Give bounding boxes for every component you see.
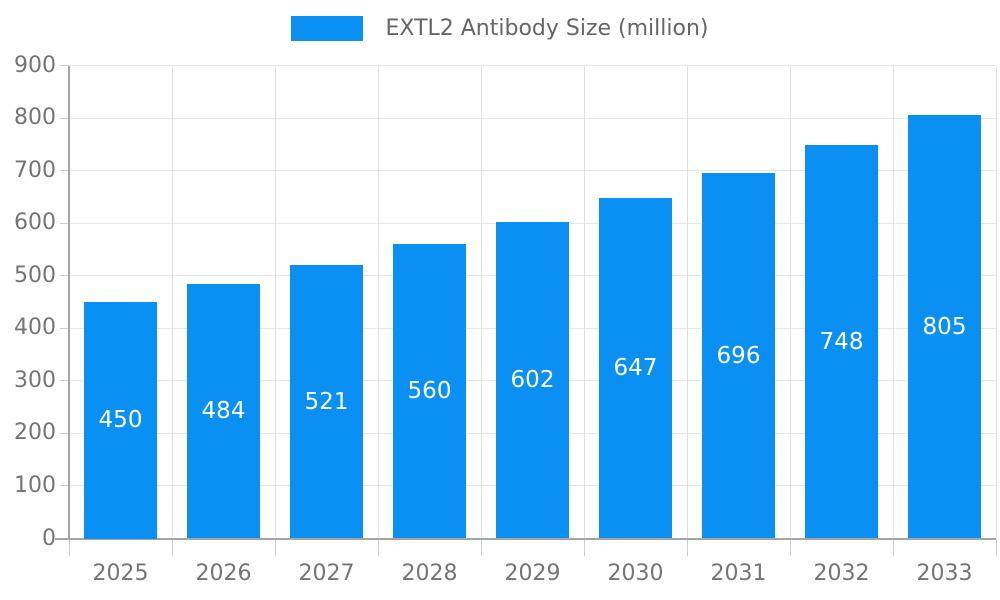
bar-value-label: 484 (201, 398, 246, 425)
y-axis-tick (60, 485, 69, 487)
x-axis-tick (68, 538, 70, 556)
x-gridline (377, 65, 379, 539)
bar-value-label: 696 (716, 342, 761, 369)
y-gridline (69, 170, 996, 172)
x-axis-label: 2026 (195, 561, 252, 586)
x-axis-label: 2027 (298, 561, 355, 586)
x-gridline (274, 65, 276, 539)
x-axis-label: 2028 (401, 561, 458, 586)
x-axis-tick (274, 538, 276, 556)
x-axis-label: 2031 (710, 561, 767, 586)
y-axis-tick (60, 170, 69, 172)
bar-2028 (393, 244, 466, 539)
bar-2025 (84, 302, 157, 539)
y-axis-label: 900 (14, 52, 56, 78)
y-gridline (69, 65, 996, 66)
x-gridline (789, 65, 791, 539)
y-axis-tick (60, 432, 69, 434)
y-axis-label: 500 (14, 262, 56, 288)
x-gridline (480, 65, 482, 539)
x-axis-tick (171, 538, 173, 556)
y-axis-label: 700 (14, 157, 56, 183)
bar-value-label: 805 (922, 313, 967, 340)
bar-2031 (702, 172, 775, 539)
bar-value-label: 450 (98, 407, 143, 434)
y-axis-label: 300 (14, 367, 56, 393)
y-axis-tick (60, 117, 69, 119)
x-gridline (892, 65, 894, 539)
y-axis-label: 0 (42, 525, 56, 551)
bar-value-label: 647 (613, 355, 658, 382)
x-axis-tick (789, 538, 791, 556)
y-axis-tick (60, 380, 69, 382)
legend-label: EXTL2 Antibody Size (million) (385, 16, 709, 41)
y-gridline (69, 117, 996, 119)
x-axis-tick (995, 538, 997, 556)
x-axis-line (55, 537, 996, 540)
x-axis-label: 2033 (916, 561, 973, 586)
bar-2030 (599, 198, 672, 539)
y-axis-tick (60, 327, 69, 329)
y-axis-line (68, 65, 70, 539)
x-axis-label: 2025 (92, 561, 149, 586)
bar-2032 (805, 145, 878, 539)
x-axis-tick (480, 538, 482, 556)
y-axis-label: 100 (14, 472, 56, 498)
x-gridline (171, 65, 173, 539)
y-axis-label: 400 (14, 315, 56, 341)
bar-value-label: 748 (819, 328, 864, 355)
bar-2027 (290, 264, 363, 539)
x-axis-tick (892, 538, 894, 556)
bar-value-label: 602 (510, 367, 555, 394)
x-axis-tick (377, 538, 379, 556)
y-axis-label: 200 (14, 420, 56, 446)
y-axis-tick (60, 222, 69, 224)
x-gridline (686, 65, 688, 539)
bar-2029 (496, 222, 569, 539)
bar-2033 (908, 115, 981, 539)
bar-2026 (187, 284, 260, 539)
x-axis-tick (686, 538, 688, 556)
legend-swatch (291, 16, 364, 41)
y-axis-tick (60, 65, 69, 66)
x-axis-label: 2029 (504, 561, 561, 586)
bar-value-label: 521 (304, 388, 349, 415)
bar-value-label: 560 (407, 378, 452, 405)
y-axis-tick (60, 275, 69, 277)
y-axis-label: 600 (14, 210, 56, 236)
x-gridline (995, 65, 997, 539)
x-axis-label: 2030 (607, 561, 664, 586)
y-axis-label: 800 (14, 105, 56, 131)
x-axis-label: 2032 (813, 561, 870, 586)
x-gridline (583, 65, 585, 539)
x-axis-tick (583, 538, 585, 556)
legend: EXTL2 Antibody Size (million) (0, 16, 1000, 41)
